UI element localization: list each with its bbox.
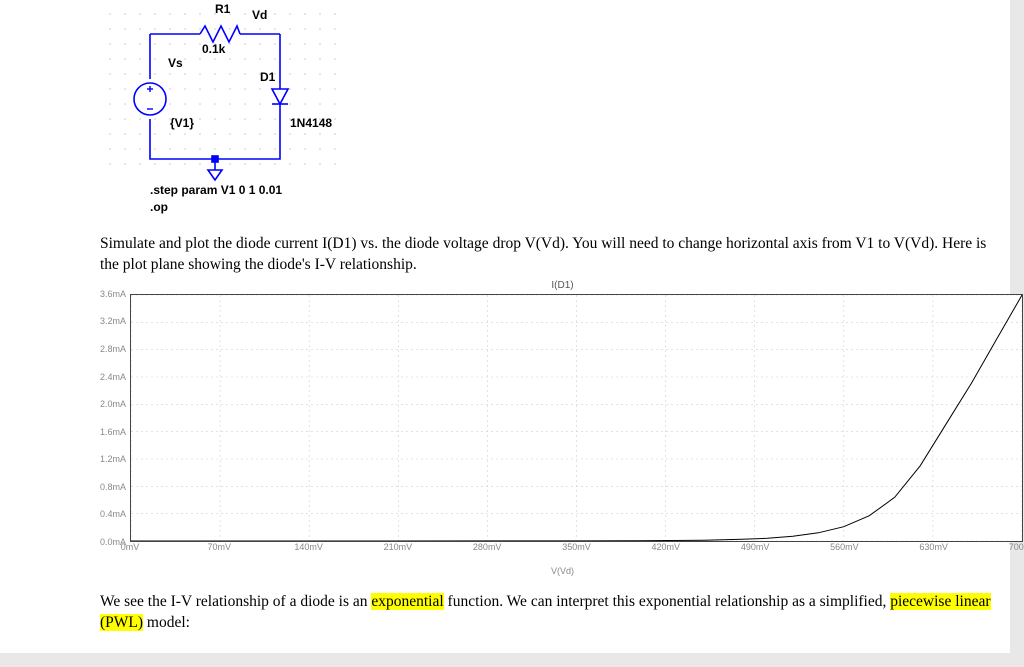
y-tick-label: 0.4mA — [100, 509, 126, 519]
x-tick-label: 420mV — [652, 542, 681, 552]
document-content: R1 Vd 0.1k Vs D1 {V1} 1N4148 .step param… — [100, 0, 1004, 644]
p2-a: We see the I-V relationship of a diode i… — [100, 593, 371, 610]
r1-label: R1 — [215, 2, 230, 16]
paragraph-2: We see the I-V relationship of a diode i… — [100, 592, 1004, 634]
iv-chart: I(D1) 0.0mA0.4mA0.8mA1.2mA1.6mA2.0mA2.4m… — [100, 286, 1024, 566]
y-tick-label: 2.8mA — [100, 344, 126, 354]
horizontal-scrollbar[interactable] — [0, 653, 1010, 667]
paragraph-1: Simulate and plot the diode current I(D1… — [100, 234, 1004, 276]
y-tick-label: 2.4mA — [100, 372, 126, 382]
x-tick-label: 280mV — [473, 542, 502, 552]
x-tick-label: 70mV — [208, 542, 232, 552]
y-tick-label: 1.6mA — [100, 427, 126, 437]
v1-param: {V1} — [170, 116, 194, 130]
r1-value: 0.1k — [202, 42, 225, 56]
plot-area — [130, 294, 1023, 542]
p2-b: function. We can interpret this exponent… — [444, 593, 891, 610]
y-axis-labels: 0.0mA0.4mA0.8mA1.2mA1.6mA2.0mA2.4mA2.8mA… — [96, 294, 130, 542]
p2-c: model: — [143, 614, 190, 631]
x-tick-label: 0mV — [121, 542, 140, 552]
x-tick-label: 700mV — [1009, 542, 1024, 552]
y-tick-label: 3.2mA — [100, 316, 126, 326]
x-tick-label: 350mV — [562, 542, 591, 552]
vd-label: Vd — [252, 8, 267, 22]
step-directive: .step param V1 0 1 0.01 — [150, 182, 282, 199]
schematic-svg — [100, 4, 360, 204]
d1-label: D1 — [260, 70, 275, 84]
y-tick-label: 3.6mA — [100, 289, 126, 299]
op-directive: .op — [150, 199, 282, 216]
circuit-schematic: R1 Vd 0.1k Vs D1 {V1} 1N4148 .step param… — [100, 4, 360, 204]
x-axis-title: V(Vd) — [551, 566, 574, 576]
vs-label: Vs — [168, 56, 183, 70]
spice-directives: .step param V1 0 1 0.01 .op — [150, 182, 282, 216]
chart-title: I(D1) — [551, 280, 573, 291]
y-tick-label: 1.2mA — [100, 454, 126, 464]
x-tick-label: 560mV — [830, 542, 859, 552]
y-tick-label: 0.8mA — [100, 482, 126, 492]
highlight-exponential: exponential — [371, 593, 443, 610]
x-tick-label: 490mV — [741, 542, 770, 552]
plot-svg — [131, 295, 1022, 541]
diode-model: 1N4148 — [290, 116, 332, 130]
x-tick-label: 630mV — [919, 542, 948, 552]
page: R1 Vd 0.1k Vs D1 {V1} 1N4148 .step param… — [0, 0, 1024, 667]
x-tick-label: 140mV — [294, 542, 323, 552]
y-tick-label: 2.0mA — [100, 399, 126, 409]
x-tick-label: 210mV — [384, 542, 413, 552]
x-axis-labels: 0mV70mV140mV210mV280mV350mV420mV490mV560… — [130, 542, 1023, 564]
